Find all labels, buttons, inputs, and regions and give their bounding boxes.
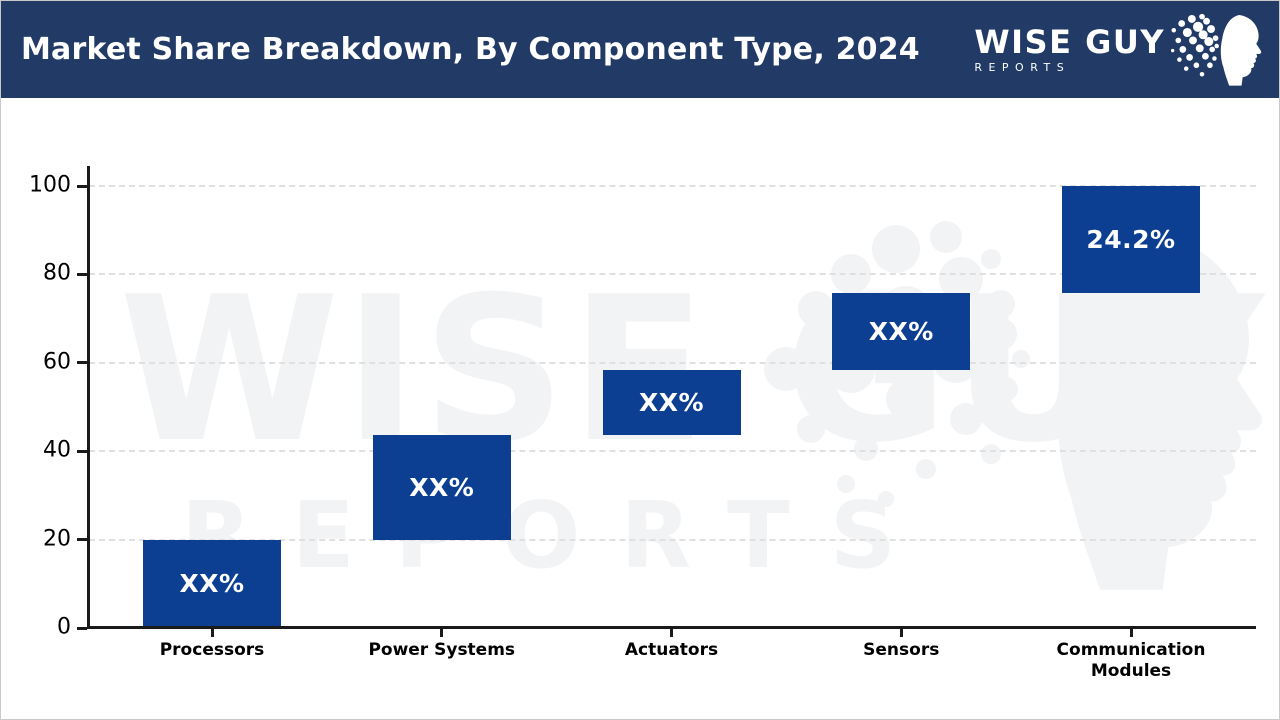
- gridline: [89, 185, 1256, 187]
- x-axis-line: [87, 626, 1256, 629]
- bar-label: XX%: [409, 472, 475, 502]
- y-tick-label: 0: [57, 614, 71, 640]
- brand-face-icon: [1170, 13, 1262, 86]
- x-tick-mark: [440, 629, 444, 637]
- bar: XX%: [832, 292, 971, 371]
- bar-label: XX%: [868, 317, 934, 347]
- bar: 24.2%: [1062, 186, 1200, 293]
- x-category-label: Actuators: [624, 640, 719, 660]
- bar: XX%: [602, 370, 741, 436]
- bar: XX%: [372, 435, 511, 540]
- y-tick-label: 60: [43, 349, 71, 375]
- x-tick-mark: [210, 629, 214, 637]
- y-tick-label: 100: [29, 172, 71, 198]
- x-category-label: Power Systems: [368, 640, 516, 660]
- x-tick-mark: [899, 629, 903, 637]
- brand-name: WISE GUY: [974, 23, 1165, 61]
- y-tick-mark: [77, 184, 87, 188]
- header: Market Share Breakdown, By Component Typ…: [1, 1, 1279, 98]
- plot-area: WISE GUY REPORTS 0 20 40 60 80 100 XX% Processo…: [1, 98, 1279, 719]
- bar: XX%: [143, 539, 281, 628]
- y-axis-line: [87, 166, 90, 629]
- x-category-label: Sensors: [863, 640, 940, 660]
- x-category-label: Processors: [159, 640, 265, 660]
- y-tick-mark: [77, 538, 87, 542]
- y-tick-mark: [77, 449, 87, 453]
- x-category-label: Communication Modules: [1056, 640, 1206, 682]
- watermark-subtext: REPORTS: [181, 482, 937, 589]
- brand-logo-text: WISE GUY REPORTS: [974, 26, 1165, 73]
- y-tick-mark: [77, 272, 87, 276]
- bar-label: XX%: [179, 569, 245, 599]
- y-tick-mark: [77, 361, 87, 365]
- y-tick-label: 20: [43, 526, 71, 552]
- brand-logo: WISE GUY REPORTS: [974, 9, 1263, 91]
- y-tick-mark: [77, 626, 87, 630]
- y-tick-label: 80: [43, 260, 71, 286]
- page-title: Market Share Breakdown, By Component Typ…: [21, 32, 920, 67]
- brand-subname: REPORTS: [974, 61, 1071, 74]
- y-tick-label: 40: [43, 437, 71, 463]
- gridline: [89, 361, 1256, 364]
- bar-label: 24.2%: [1086, 224, 1176, 254]
- gridline: [89, 538, 1256, 541]
- x-tick-mark: [1129, 629, 1133, 637]
- gridline: [89, 450, 1256, 453]
- bar-label: XX%: [638, 388, 705, 418]
- gridline: [89, 273, 1256, 276]
- x-tick-mark: [670, 629, 673, 637]
